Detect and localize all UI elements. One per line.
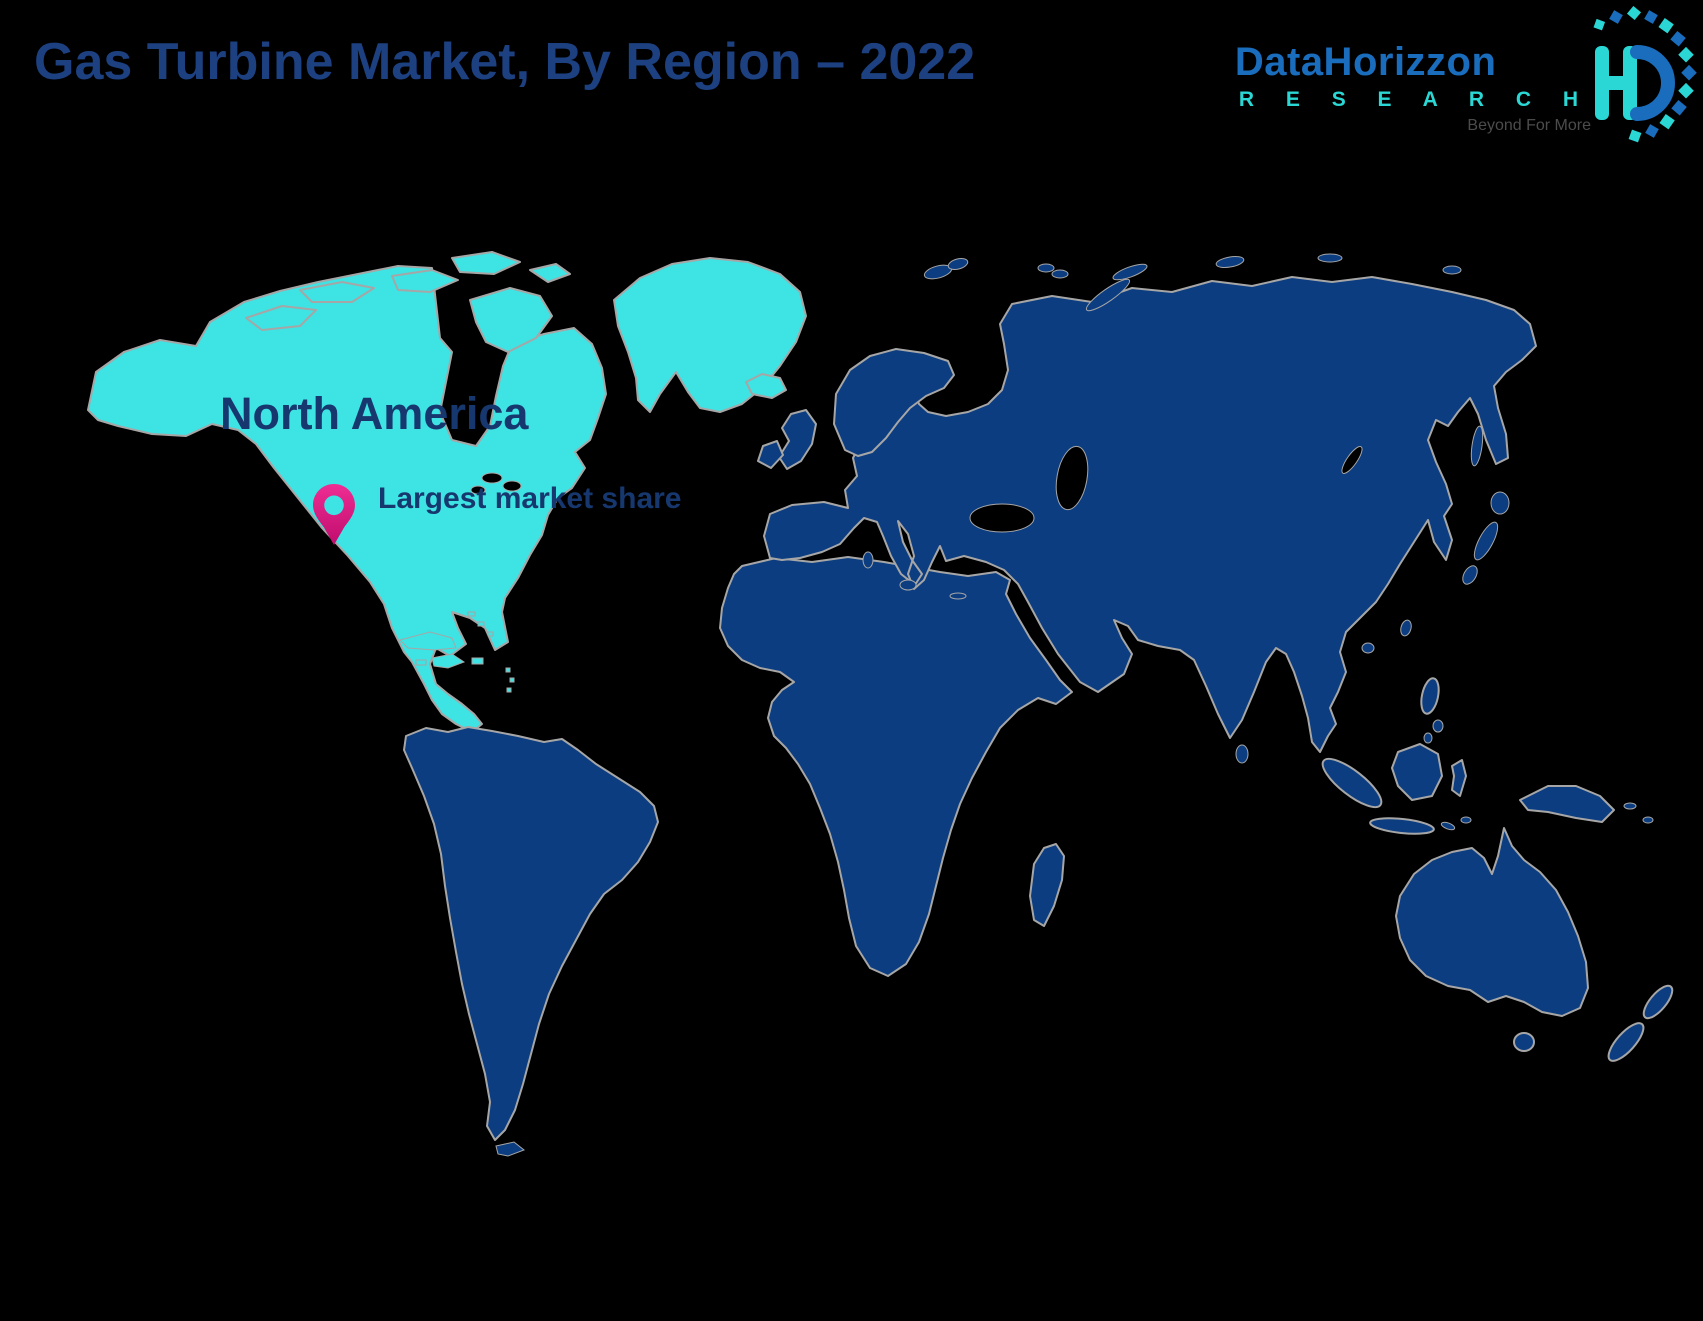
- lesser-sunda: [1460, 816, 1472, 824]
- lesser-antilles: [505, 667, 511, 673]
- severnaya-zemlya: [1215, 256, 1245, 268]
- annotation-largest-market-share: Largest market share: [378, 482, 682, 515]
- great-lakes: [470, 485, 486, 495]
- arctic-island: [451, 251, 521, 275]
- logo-division-name: R E S E A R C H: [1238, 88, 1591, 111]
- lake-baikal: [1341, 446, 1363, 474]
- south-america-mainland: [403, 726, 659, 1141]
- region-label-north-america: North America: [220, 388, 529, 439]
- svalbard: [947, 258, 969, 270]
- eurasia-mainland: [763, 276, 1537, 753]
- arctic-island: [529, 263, 571, 283]
- region-eurasia: [757, 253, 1537, 764]
- australia: [1395, 827, 1589, 1017]
- philippines: [1423, 732, 1433, 744]
- puerto-rico: [471, 657, 484, 665]
- sumatra: [1321, 757, 1383, 809]
- sri-lanka: [1235, 744, 1249, 764]
- page-title: Gas Turbine Market, By Region – 2022: [34, 33, 976, 91]
- iceland: [745, 373, 787, 399]
- novaya-zemlya: [1112, 263, 1148, 281]
- melanesia-island: [1623, 802, 1637, 810]
- great-lakes: [481, 472, 503, 484]
- datahorizzon-logo: DataHorizzon R E S E A R C H Beyond For …: [1235, 6, 1697, 144]
- java: [1369, 817, 1435, 835]
- hispaniola: [431, 653, 466, 669]
- sicily: [899, 579, 917, 591]
- bahamas: [467, 611, 476, 617]
- honshu: [1473, 521, 1499, 561]
- location-pin-icon: [313, 484, 355, 545]
- arctic-island: [391, 269, 459, 293]
- ireland: [757, 440, 784, 469]
- philippines: [1420, 677, 1440, 715]
- baffin-island: [469, 287, 553, 353]
- hainan: [1361, 642, 1375, 654]
- madagascar: [1029, 843, 1065, 927]
- hokkaido: [1490, 491, 1510, 515]
- novaya-zemlya: [1085, 278, 1131, 312]
- arctic-island: [299, 281, 375, 303]
- taiwan: [1400, 619, 1412, 637]
- jamaica: [415, 659, 427, 666]
- franz-josef-land: [1037, 263, 1055, 273]
- borneo: [1391, 743, 1443, 801]
- crete: [949, 592, 967, 600]
- datahorizzon-h-mark-icon: [1593, 6, 1697, 143]
- arctic-island: [245, 305, 317, 331]
- bahamas: [487, 631, 494, 637]
- sulawesi: [1451, 759, 1467, 797]
- new-guinea: [1519, 785, 1615, 823]
- tierra-del-fuego: [495, 1141, 525, 1157]
- scandinavia: [833, 348, 955, 457]
- sakhalin: [1470, 425, 1484, 467]
- franz-josef-land: [1051, 269, 1069, 279]
- great-britain: [778, 409, 817, 470]
- region-southeast-asia-oceania: [1321, 677, 1674, 1062]
- caspian-sea: [1055, 445, 1089, 511]
- new-zealand-south-island: [1607, 1022, 1645, 1062]
- lesser-antilles: [509, 677, 515, 683]
- new-siberian-islands: [1317, 253, 1343, 263]
- africa-mainland: [719, 556, 1073, 977]
- melanesia-island: [1642, 816, 1654, 824]
- greenland: [613, 257, 807, 413]
- bahamas: [477, 621, 485, 627]
- region-south-america: [403, 726, 659, 1157]
- logo-text-block: DataHorizzon R E S E A R C H Beyond For …: [1235, 42, 1591, 135]
- kyushu: [1462, 565, 1478, 585]
- wrangel-island: [1442, 265, 1462, 275]
- black-sea: [969, 503, 1035, 533]
- lesser-antilles: [506, 687, 512, 693]
- region-africa: [719, 556, 1073, 977]
- great-lakes: [502, 480, 522, 492]
- logo-brand-name: DataHorizzon: [1234, 40, 1497, 84]
- timor: [1440, 821, 1456, 831]
- logo-tagline: Beyond For More: [1467, 117, 1591, 134]
- philippines: [1432, 719, 1444, 733]
- sardinia: [862, 551, 874, 569]
- new-zealand-north-island: [1642, 984, 1674, 1020]
- cuba: [399, 631, 457, 651]
- tasmania: [1513, 1032, 1535, 1052]
